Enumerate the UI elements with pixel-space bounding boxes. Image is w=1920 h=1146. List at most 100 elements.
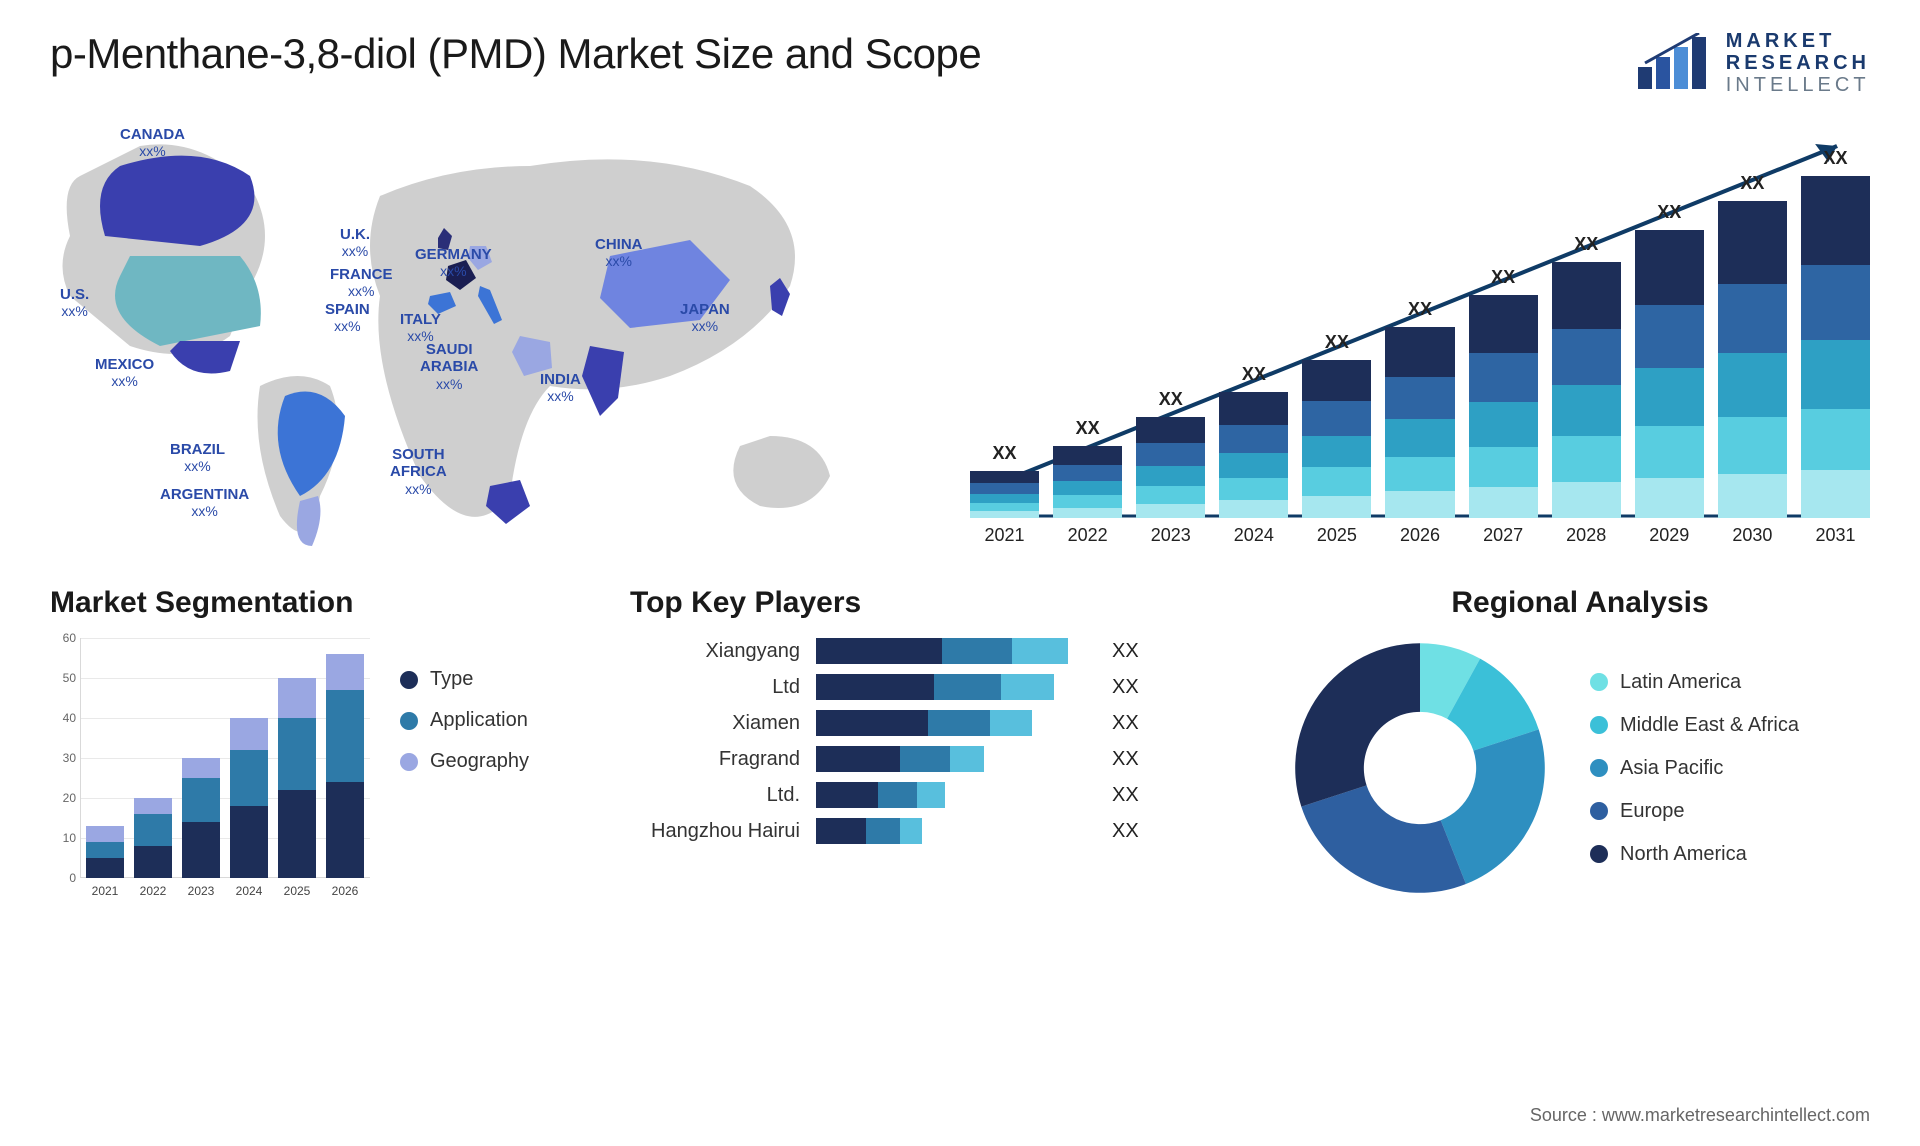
segmentation-x-labels: 202120222023202420252026 <box>80 884 370 898</box>
trend-segment <box>1136 504 1205 518</box>
trend-bar: XX <box>1219 392 1288 518</box>
trend-segment <box>1635 230 1704 305</box>
kp-label: Xiamen <box>630 712 800 735</box>
trend-segment <box>1801 409 1870 471</box>
kp-bar <box>816 674 1096 700</box>
trend-bar: XX <box>1718 201 1787 518</box>
map-label-france: FRANCExx% <box>330 266 393 301</box>
kp-row: LtdXX <box>630 674 1230 700</box>
map-country-argentina <box>297 496 321 546</box>
seg-y-label: 60 <box>50 631 76 645</box>
seg-x-label: 2024 <box>230 884 268 898</box>
trend-value-label: XX <box>1801 148 1870 169</box>
regional-legend-item: Europe <box>1590 800 1799 823</box>
trend-value-label: XX <box>970 443 1039 464</box>
seg-bar <box>86 826 124 878</box>
trend-segment <box>1718 201 1787 283</box>
trend-segment <box>1385 457 1454 491</box>
kp-value: XX <box>1112 640 1139 663</box>
trend-value-label: XX <box>1219 364 1288 385</box>
trend-segment <box>1385 327 1454 377</box>
trend-segment <box>1385 419 1454 457</box>
regional-legend-item: North America <box>1590 843 1799 866</box>
trend-segment <box>1219 478 1288 501</box>
trend-bar: XX <box>1552 262 1621 518</box>
seg-segment <box>182 822 220 878</box>
kp-value: XX <box>1112 748 1139 771</box>
kp-segment <box>900 818 922 844</box>
legend-swatch-icon <box>1590 673 1608 691</box>
trend-bar: XX <box>1635 230 1704 518</box>
map-label-germany: GERMANYxx% <box>415 246 492 281</box>
kp-value: XX <box>1112 784 1139 807</box>
trend-segment <box>1469 402 1538 447</box>
map-country-mexico <box>170 341 240 374</box>
kp-row: XiangyangXX <box>630 638 1230 664</box>
map-label-safrica: SOUTHAFRICAxx% <box>390 446 447 498</box>
kp-segment <box>878 782 917 808</box>
kp-segment <box>1001 674 1054 700</box>
kp-segment <box>816 674 934 700</box>
source-label: Source : www.marketresearchintellect.com <box>1530 1105 1870 1126</box>
trend-segment <box>1552 482 1621 518</box>
world-map <box>50 116 920 546</box>
trend-segment <box>1053 508 1122 518</box>
trend-segment <box>1385 377 1454 419</box>
seg-segment <box>86 842 124 858</box>
map-label-brazil: BRAZILxx% <box>170 441 225 476</box>
trend-x-label: 2030 <box>1718 525 1787 546</box>
kp-value: XX <box>1112 820 1139 843</box>
seg-segment <box>182 758 220 778</box>
trend-segment <box>970 511 1039 518</box>
kp-row: FragrandXX <box>630 746 1230 772</box>
page-title: p-Menthane-3,8-diol (PMD) Market Size an… <box>50 30 981 78</box>
kp-bar <box>816 638 1096 664</box>
trend-bar: XX <box>1801 176 1870 518</box>
kp-segment <box>866 818 900 844</box>
trend-segment <box>1635 478 1704 518</box>
legend-swatch-icon <box>1590 802 1608 820</box>
seg-x-label: 2023 <box>182 884 220 898</box>
trend-segment <box>1136 486 1205 504</box>
kp-segment <box>917 782 945 808</box>
trend-segment <box>970 483 1039 493</box>
legend-label: Middle East & Africa <box>1620 714 1799 737</box>
seg-y-label: 10 <box>50 831 76 845</box>
trend-segment <box>1219 500 1288 518</box>
kp-segment <box>900 746 950 772</box>
trend-segment <box>1469 295 1538 353</box>
segmentation-body: 202120222023202420252026 0102030405060 T… <box>50 638 570 898</box>
regional-legend: Latin AmericaMiddle East & AfricaAsia Pa… <box>1590 671 1799 866</box>
trend-segment <box>1385 491 1454 518</box>
seg-x-label: 2026 <box>326 884 364 898</box>
trend-segment <box>1801 176 1870 265</box>
key-players-panel: Top Key Players XiangyangXXLtdXXXiamenXX… <box>630 586 1230 898</box>
regional-legend-item: Middle East & Africa <box>1590 714 1799 737</box>
seg-bar <box>326 654 364 878</box>
trend-segment <box>1053 495 1122 508</box>
kp-segment <box>816 818 866 844</box>
legend-swatch-icon <box>400 753 418 771</box>
seg-segment <box>326 654 364 690</box>
trend-segment <box>1136 466 1205 486</box>
legend-swatch-icon <box>400 712 418 730</box>
trend-segment <box>1718 417 1787 474</box>
trend-bar: XX <box>1053 446 1122 518</box>
trend-segment <box>1302 467 1371 496</box>
regional-body: Latin AmericaMiddle East & AfricaAsia Pa… <box>1290 638 1870 898</box>
segmentation-panel: Market Segmentation 20212022202320242025… <box>50 586 570 898</box>
kp-segment <box>934 674 1001 700</box>
seg-y-label: 0 <box>50 871 76 885</box>
legend-swatch-icon <box>1590 845 1608 863</box>
kp-bar <box>816 782 1096 808</box>
trend-segment <box>1053 446 1122 465</box>
seg-legend-item: Application <box>400 709 529 732</box>
map-label-japan: JAPANxx% <box>680 301 730 336</box>
seg-legend-item: Type <box>400 668 529 691</box>
seg-segment <box>134 846 172 878</box>
trend-x-label: 2023 <box>1136 525 1205 546</box>
trend-segment <box>1469 447 1538 487</box>
trend-segment <box>1302 360 1371 401</box>
seg-segment <box>86 826 124 842</box>
legend-label: Latin America <box>1620 671 1741 694</box>
